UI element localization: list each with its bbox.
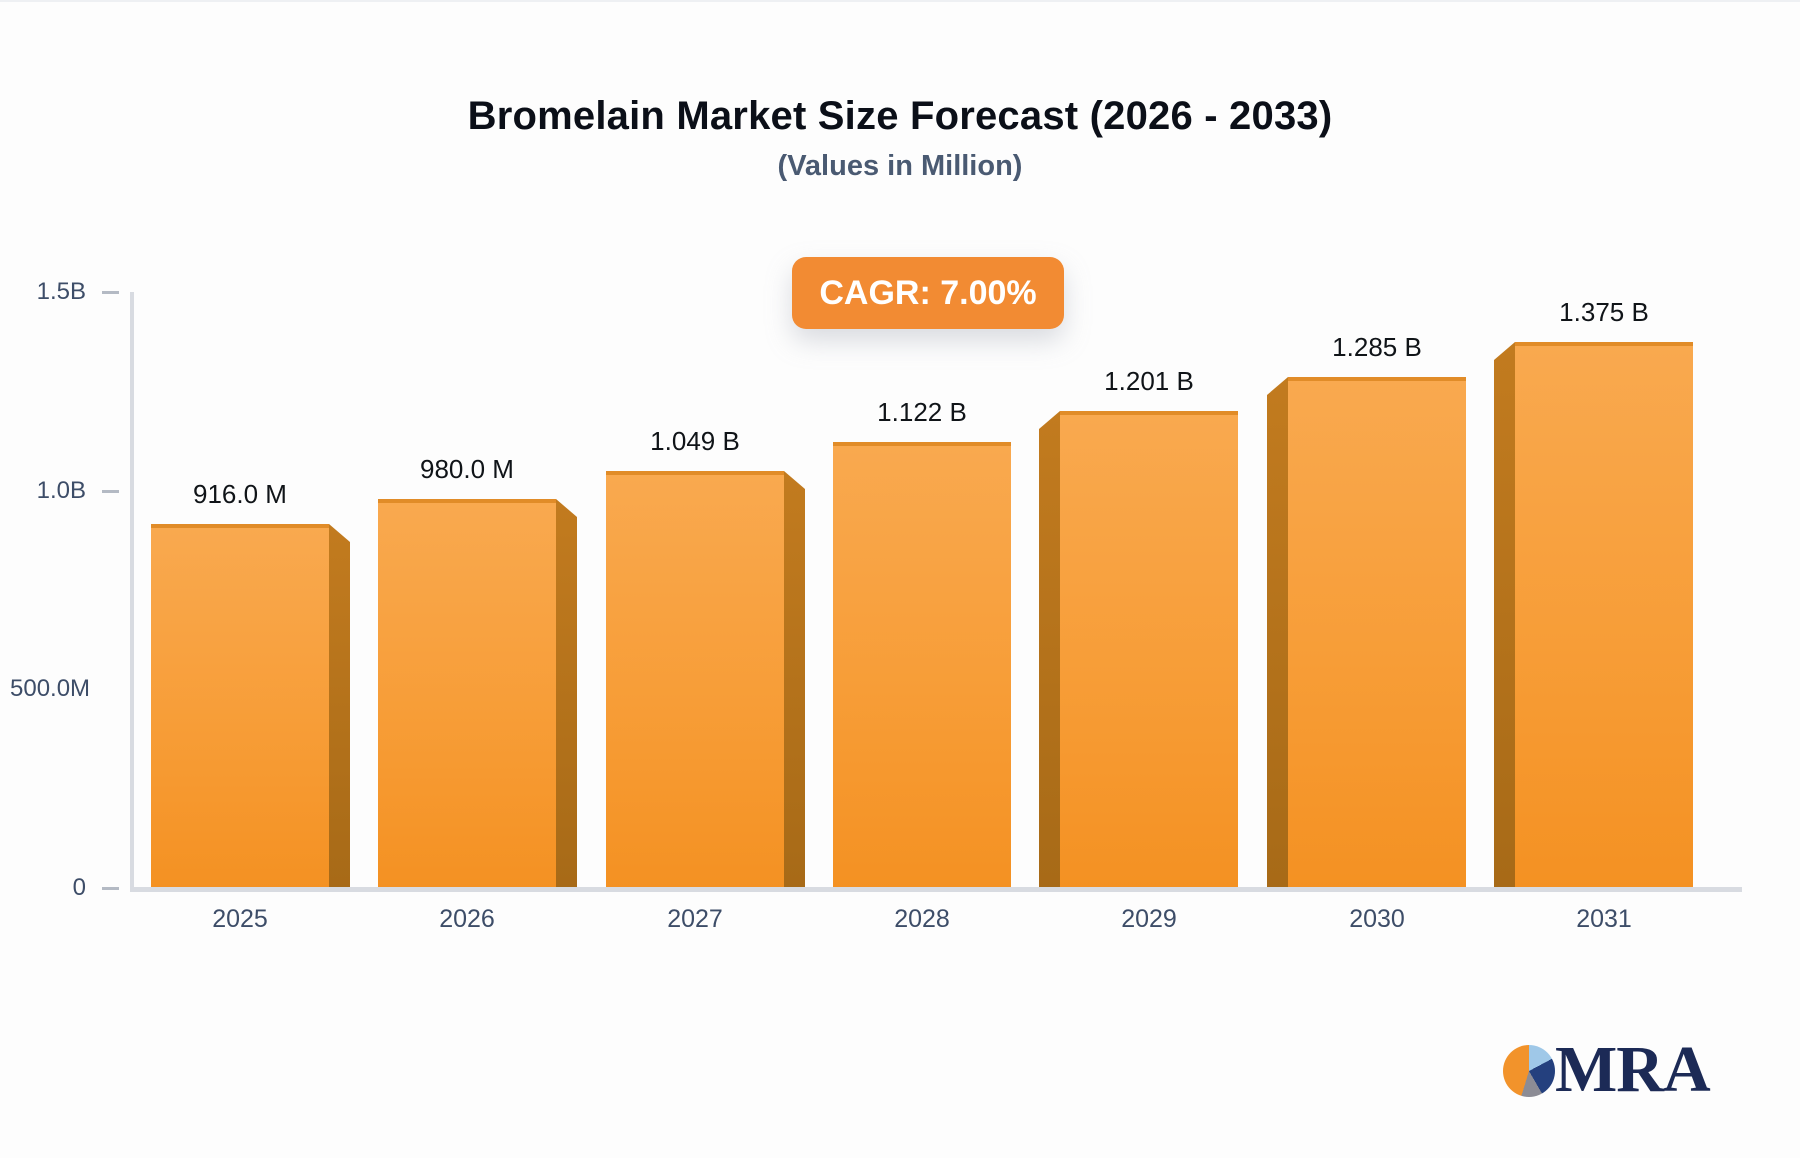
- bar-value-label: 1.201 B: [1104, 366, 1194, 396]
- y-tick-dash: [102, 887, 119, 890]
- bar-2026: [378, 499, 556, 890]
- bar-2031: [1515, 342, 1693, 890]
- bar-side-3d: [1039, 411, 1060, 890]
- bar-value-label: 1.122 B: [877, 397, 967, 427]
- chart-title: Bromelain Market Size Forecast (2026 - 2…: [467, 94, 1333, 138]
- y-tick-dash: [102, 291, 119, 294]
- x-axis-label: 2031: [1576, 905, 1632, 933]
- bar-side-3d: [1494, 342, 1515, 890]
- x-axis-label: 2025: [212, 905, 268, 933]
- bar-side-3d: [1267, 377, 1288, 890]
- brand-name: MRA: [1555, 1033, 1711, 1106]
- bar-2027: [606, 471, 784, 890]
- bar-2028: [833, 442, 1011, 890]
- bar-value-label: 980.0 M: [420, 454, 514, 484]
- bar-2029: [1060, 411, 1238, 890]
- y-tick-label: 500.0M: [10, 675, 91, 702]
- cagr-badge: CAGR: 7.00%: [792, 257, 1064, 329]
- bar-value-label: 916.0 M: [193, 479, 287, 509]
- bar-value-label: 1.049 B: [650, 426, 740, 456]
- bar-2030: [1288, 377, 1466, 890]
- y-tick-label: 1.5B: [36, 278, 86, 305]
- chart-subtitle: (Values in Million): [777, 150, 1023, 182]
- y-axis-line: [130, 292, 134, 890]
- x-axis-label: 2028: [894, 905, 950, 933]
- x-axis-label: 2026: [439, 905, 495, 933]
- x-axis-line: [130, 887, 1742, 892]
- brand-logo: MRA: [1503, 1034, 1743, 1114]
- y-tick-label: 0: [72, 874, 86, 901]
- x-axis-label: 2030: [1349, 905, 1405, 933]
- bar-value-label: 1.285 B: [1332, 332, 1422, 362]
- y-tick-dash: [102, 490, 119, 493]
- bar-value-label: 1.375 B: [1559, 297, 1649, 327]
- bar-side-3d: [556, 499, 577, 890]
- bar-side-3d: [329, 524, 350, 890]
- bar-2025: [151, 524, 329, 890]
- bar-side-3d: [784, 471, 805, 890]
- y-tick-label: 1.0B: [36, 477, 86, 504]
- x-axis-label: 2029: [1121, 905, 1177, 933]
- pie-chart-icon: [1503, 1045, 1555, 1097]
- x-axis-label: 2027: [667, 905, 723, 933]
